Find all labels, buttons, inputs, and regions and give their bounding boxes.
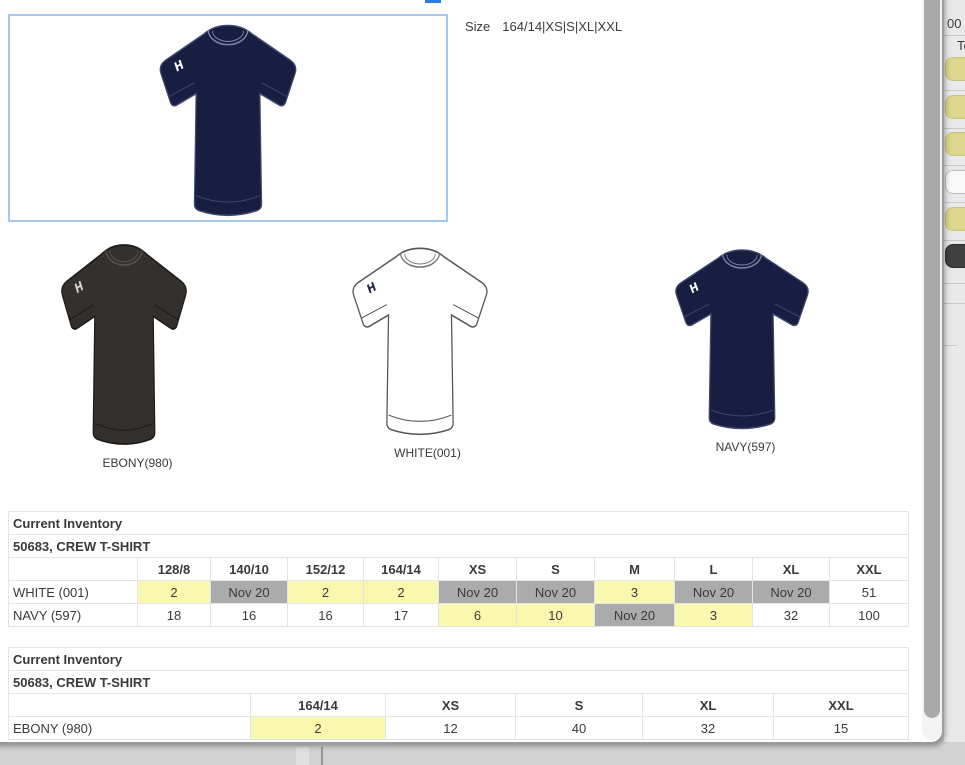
inventory-table-ebony: Current Inventory 50683, CREW T-SHIRT 164/…: [7, 647, 910, 740]
selected-product-image-box: [8, 14, 448, 222]
panel-divider: [944, 90, 965, 91]
clipped-button-yellow[interactable]: [945, 95, 965, 119]
size-column-header: S: [516, 557, 595, 581]
thumbnail-navy[interactable]: NAVY(597): [658, 242, 833, 454]
thumbnail-white[interactable]: WHITE(001): [335, 240, 520, 460]
size-column-header: XXL: [829, 557, 909, 581]
thumbnail-label: EBONY(980): [102, 456, 173, 470]
inventory-cell: 2: [137, 580, 211, 604]
size-label: Size: [465, 19, 491, 34]
size-line: Size 164/14|XS|S|XL|XXL: [465, 19, 622, 34]
panel-divider: [944, 345, 957, 346]
size-value: 164/14|XS|S|XL|XXL: [502, 19, 623, 34]
clipped-button-yellow[interactable]: [945, 207, 965, 231]
inventory-cell: 32: [642, 716, 774, 740]
color-row-label: WHITE (001): [8, 580, 138, 604]
color-row-label: EBONY (980): [8, 716, 251, 740]
vertical-scrollbar-track[interactable]: [922, 0, 942, 740]
size-column-header: 164/14: [250, 693, 386, 717]
panel-divider: [944, 283, 965, 284]
size-column-header: 140/10: [210, 557, 288, 581]
inventory-table-subtitle: 50683, CREW T-SHIRT: [7, 670, 910, 694]
clipped-button-white[interactable]: [945, 170, 965, 194]
inventory-cell: 10: [516, 603, 595, 627]
inventory-row: EBONY (980) 2 12 40 32 15: [8, 716, 910, 740]
panel-divider: [944, 240, 965, 241]
size-column-header: S: [515, 693, 643, 717]
inventory-cell: 6: [438, 603, 517, 627]
panel-divider: [944, 35, 965, 36]
background-panel: 00 To: [944, 0, 965, 742]
tshirt-ebony-image: [61, 244, 187, 445]
inventory-cell: 2: [363, 580, 439, 604]
inventory-row: NAVY (597) 18 16 16 17 6 10 Nov 20 3 32 100: [8, 603, 909, 627]
inventory-table-subtitle: 50683, CREW T-SHIRT: [8, 534, 909, 558]
tshirt-white-image: [353, 248, 487, 435]
inventory-cell: 12: [385, 716, 516, 740]
inventory-cell: Nov 20: [674, 580, 753, 604]
tshirt-navy-large-image: [160, 25, 296, 216]
clipped-heading-fragment: [425, 0, 441, 3]
inventory-cell: 16: [287, 603, 364, 627]
size-column-header: 128/8: [137, 557, 211, 581]
inventory-cell: 15: [772, 716, 910, 740]
horizontal-scrollbar-divider: [321, 747, 323, 765]
inventory-cell: 32: [752, 603, 830, 627]
clipped-button-dark[interactable]: [945, 244, 965, 268]
inventory-cell: Nov 20: [438, 580, 517, 604]
size-column-header: 152/12: [287, 557, 364, 581]
inventory-cell: 18: [137, 603, 211, 627]
size-column-header: L: [674, 557, 753, 581]
inventory-cell: 3: [674, 603, 753, 627]
inventory-cell: 3: [594, 580, 675, 604]
size-column-header: XS: [438, 557, 517, 581]
color-row-label: NAVY (597): [8, 603, 138, 627]
size-column-header: XS: [385, 693, 516, 717]
panel-divider: [944, 202, 965, 203]
thumbnail-ebony[interactable]: EBONY(980): [45, 236, 230, 470]
size-column-header: XXL: [772, 693, 910, 717]
inventory-row: WHITE (001) 2 Nov 20 2 2 Nov 20 Nov 20 3 Nov 20 N…: [8, 580, 909, 604]
inventory-cell: Nov 20: [752, 580, 830, 604]
panel-divider: [944, 165, 965, 166]
size-column-header: XL: [752, 557, 830, 581]
inventory-table-title: Current Inventory: [7, 647, 910, 671]
size-column-header: M: [594, 557, 675, 581]
inventory-cell: 51: [829, 580, 909, 604]
clipped-label-text: To: [957, 38, 965, 53]
blank-header-cell: [8, 693, 251, 717]
inventory-cell: 2: [250, 716, 386, 740]
inventory-cell: 17: [363, 603, 439, 627]
tshirt-navy-image: [675, 250, 809, 429]
inventory-cell: Nov 20: [594, 603, 675, 627]
inventory-cell: Nov 20: [516, 580, 595, 604]
size-column-header: XL: [642, 693, 774, 717]
inventory-cell: 100: [829, 603, 909, 627]
inventory-cell: 2: [287, 580, 364, 604]
clipped-value-text: 00: [947, 16, 962, 31]
inventory-table-title: Current Inventory: [8, 511, 909, 535]
vertical-scrollbar-thumb[interactable]: [924, 0, 940, 718]
inventory-cell: Nov 20: [210, 580, 288, 604]
blank-header-cell: [8, 557, 138, 581]
panel-divider: [944, 128, 965, 129]
size-column-header: 164/14: [363, 557, 439, 581]
clipped-button-yellow[interactable]: [945, 132, 965, 156]
inventory-cell: 40: [515, 716, 643, 740]
inventory-cell: 16: [210, 603, 288, 627]
panel-divider: [944, 303, 965, 304]
horizontal-scrollbar-mark[interactable]: [296, 747, 309, 765]
inventory-table-all-colors: Current Inventory 50683, CREW T-SHIRT 128/…: [8, 511, 909, 627]
thumbnail-label: WHITE(001): [394, 446, 461, 460]
clipped-button-yellow[interactable]: [945, 57, 965, 81]
thumbnail-label: NAVY(597): [715, 440, 776, 454]
